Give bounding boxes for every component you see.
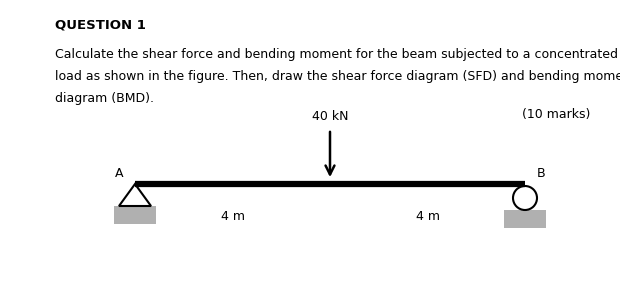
Text: 4 m: 4 m [415, 210, 440, 223]
Text: B: B [537, 167, 546, 180]
Text: 4 m: 4 m [221, 210, 244, 223]
Text: QUESTION 1: QUESTION 1 [55, 18, 146, 31]
Text: 40 kN: 40 kN [312, 110, 348, 123]
Text: diagram (BMD).: diagram (BMD). [55, 92, 154, 105]
Text: load as shown in the figure. Then, draw the shear force diagram (SFD) and bendin: load as shown in the figure. Then, draw … [55, 70, 620, 83]
Text: Calculate the shear force and bending moment for the beam subjected to a concent: Calculate the shear force and bending mo… [55, 48, 618, 61]
Bar [504, 210, 546, 228]
Text: A: A [115, 167, 123, 180]
Bar [114, 206, 156, 224]
Text: (10 marks): (10 marks) [521, 108, 590, 121]
